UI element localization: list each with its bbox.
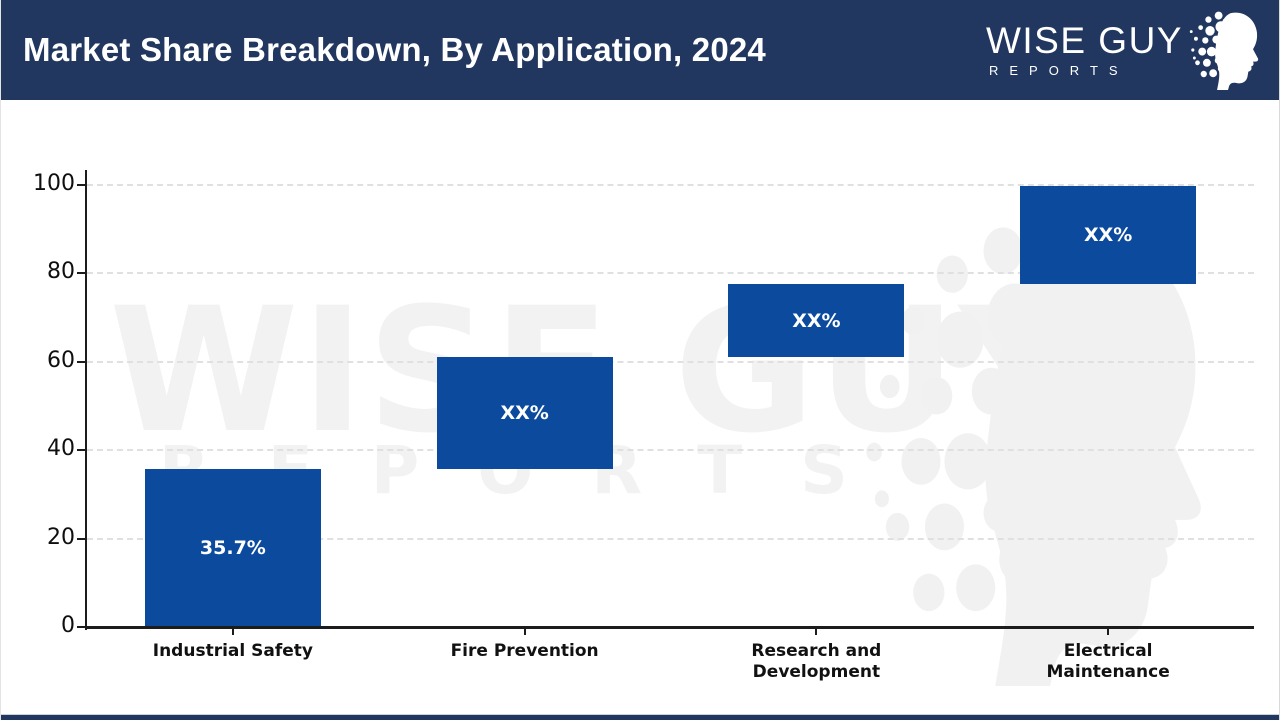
bar-4: XX% (1020, 185, 1197, 285)
y-tick-label: 20 (47, 524, 75, 550)
x-tick-4 (1107, 629, 1110, 635)
gridline-100 (87, 184, 1254, 186)
category-label: Fire Prevention (450, 641, 599, 661)
x-tick-3 (815, 629, 818, 635)
category-label: Electrical Maintenance (1046, 641, 1170, 683)
logo-subtitle: REPORTS (988, 63, 1129, 78)
bar-value-label: XX% (500, 402, 549, 425)
category-label: Industrial Safety (152, 641, 313, 661)
gridline-80 (87, 272, 1254, 275)
wiseguy-head-icon (1189, 11, 1259, 90)
footer-bar (1, 714, 1279, 720)
x-tick-1 (231, 629, 234, 635)
x-tick-2 (523, 629, 526, 635)
gridline-40 (87, 449, 1254, 452)
category-label: Research and Development (751, 641, 882, 683)
wiseguy-logo: WISE GUY REPORTS (986, 10, 1271, 90)
page-title: Market Share Breakdown, By Application, … (23, 31, 766, 68)
x-axis-line (85, 626, 1254, 629)
y-tick-label: 80 (47, 259, 75, 285)
y-tick-0 (77, 626, 85, 628)
y-tick-80 (77, 272, 85, 275)
bar-value-label: XX% (1083, 224, 1133, 247)
gridline-60 (87, 360, 1254, 363)
y-tick-label: 40 (47, 436, 75, 462)
gridline-20 (87, 537, 1254, 540)
y-tick-label: 60 (47, 347, 75, 373)
y-tick-60 (77, 360, 85, 363)
y-tick-100 (77, 184, 85, 186)
bar-2: XX% (436, 357, 613, 470)
y-tick-label: 0 (61, 613, 75, 638)
y-tick-label: 100 (33, 171, 75, 196)
bar-1: 35.7% (144, 469, 321, 627)
bar-3: XX% (728, 284, 905, 358)
bar-value-label: 35.7% (199, 537, 266, 560)
bar-value-label: XX% (792, 309, 841, 332)
y-axis-line (85, 170, 87, 630)
y-tick-40 (77, 449, 85, 452)
logo-wordmark: WISE GUY (985, 20, 1183, 61)
y-tick-20 (77, 537, 85, 540)
header-bar: Market Share Breakdown, By Application, … (1, 0, 1279, 100)
